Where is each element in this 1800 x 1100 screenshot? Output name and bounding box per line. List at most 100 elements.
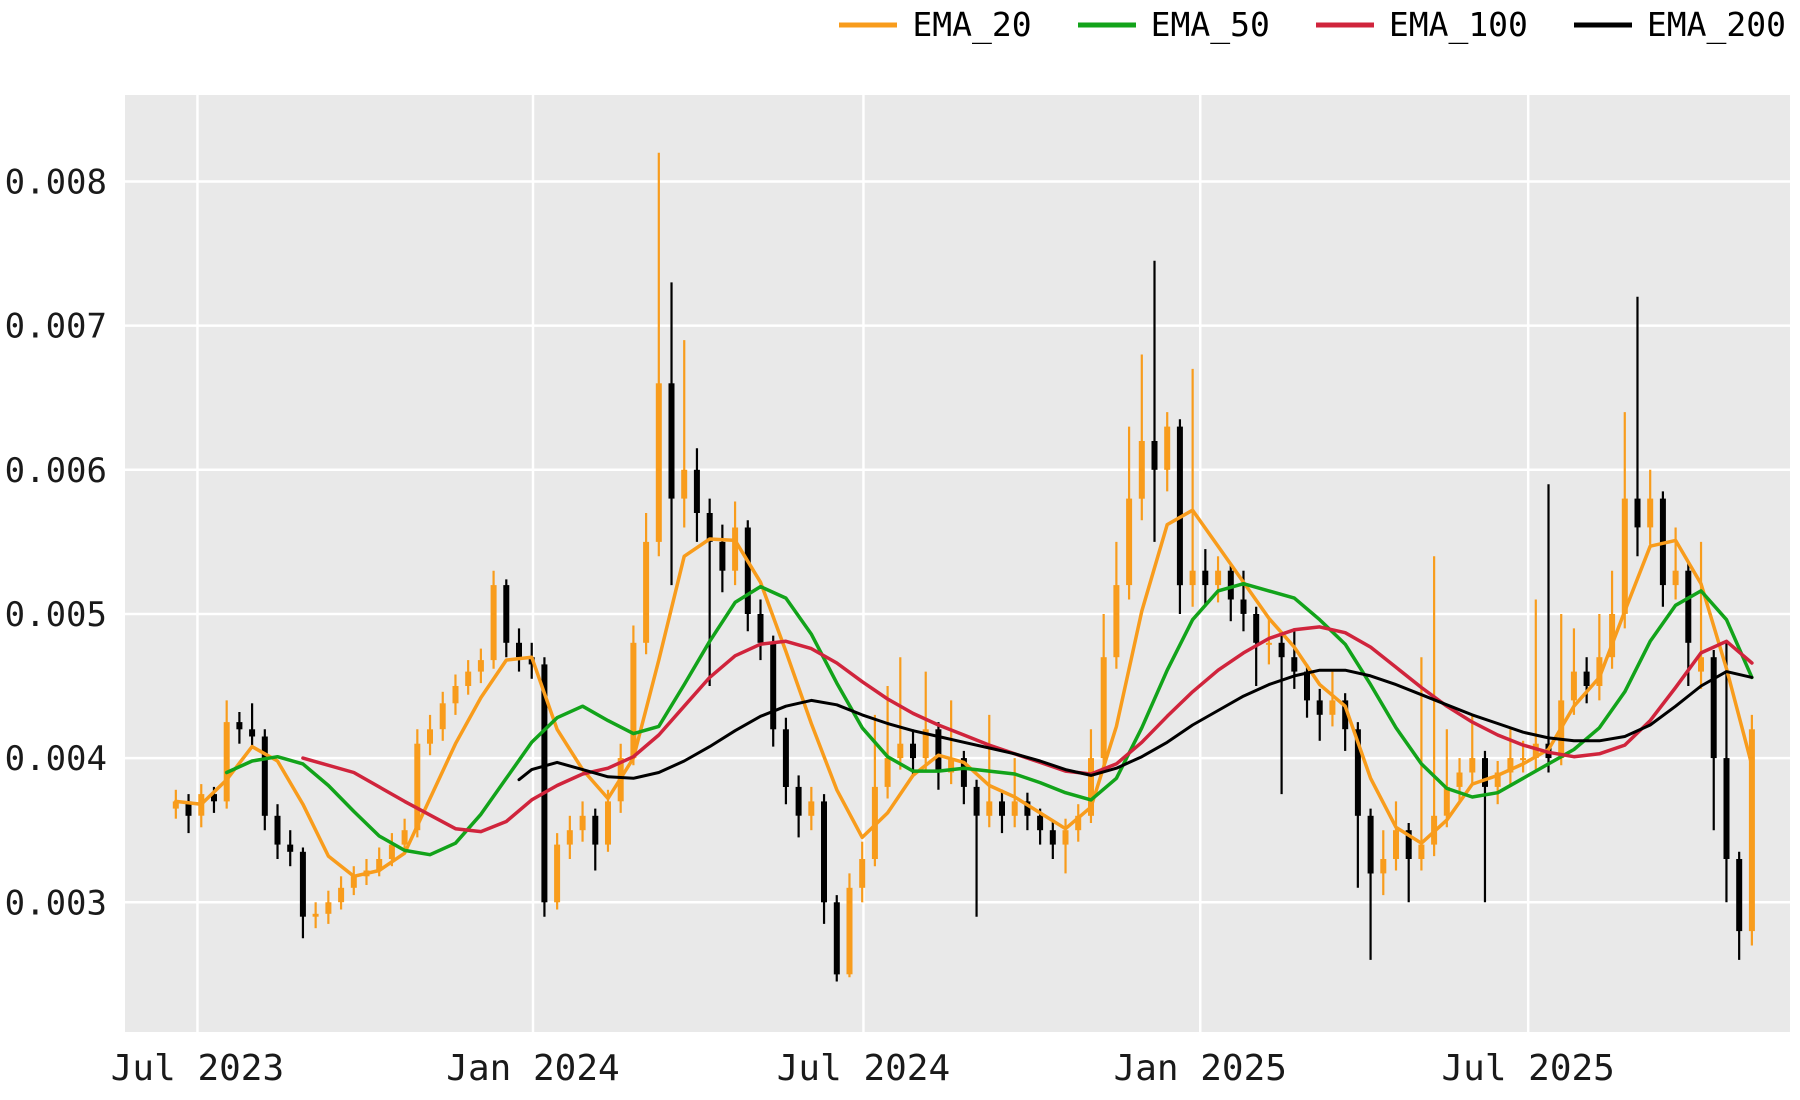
candle-body — [1011, 801, 1018, 816]
candle-body — [350, 876, 357, 888]
candle-body — [1215, 570, 1222, 586]
candle-body — [185, 801, 192, 816]
candle-body — [427, 729, 433, 744]
candle-body — [732, 527, 739, 571]
y-tick-label: 0.005 — [5, 595, 107, 635]
x-tick-label: Jan 2025 — [1114, 1048, 1287, 1089]
candle-body — [643, 541, 650, 643]
candle-body — [1736, 859, 1743, 932]
x-tick-label: Jan 2024 — [446, 1048, 619, 1089]
candle-body — [1469, 758, 1476, 773]
candle-body — [681, 469, 688, 499]
candle-body — [960, 758, 967, 787]
candle-body — [973, 786, 980, 816]
candle-body — [1304, 671, 1310, 701]
candle-body — [693, 469, 700, 513]
legend-item-ema-20: EMA_20 — [837, 5, 1032, 44]
candle-body — [211, 794, 217, 802]
candle-body — [1291, 657, 1298, 672]
candle-body — [1621, 498, 1628, 614]
y-tick-label: 0.003 — [5, 883, 107, 923]
candle-body — [1342, 700, 1349, 730]
candle-body — [1380, 859, 1387, 874]
candle-body — [249, 729, 256, 737]
chart-legend: EMA_20 EMA_50 EMA_100 EMA_200 — [837, 8, 1786, 41]
legend-item-ema-50: EMA_50 — [1076, 8, 1270, 41]
legend-label: EMA_100 — [1388, 5, 1528, 44]
candle-body — [1532, 743, 1539, 759]
candle-body — [1507, 758, 1514, 773]
candle-body — [1596, 657, 1603, 686]
candle-body — [1075, 815, 1082, 831]
candle-body — [287, 844, 294, 852]
legend-line-swatch — [1077, 22, 1136, 27]
candle-body — [1265, 642, 1272, 645]
candle-body — [1698, 657, 1704, 672]
candle-body — [223, 722, 230, 802]
y-tick-label: 0.004 — [5, 739, 107, 779]
candle-body — [1647, 498, 1654, 528]
candle-body — [884, 758, 891, 787]
candle-body — [1176, 426, 1183, 586]
candle-body — [757, 614, 764, 643]
candle-body — [1634, 498, 1641, 528]
candle-body — [782, 729, 789, 787]
candle-body — [236, 722, 243, 730]
candle-body — [579, 815, 586, 831]
plot-background — [125, 95, 1790, 1032]
candle-body — [922, 729, 929, 759]
legend-label: EMA_20 — [912, 5, 1032, 44]
candle-body — [795, 786, 802, 816]
candle-body — [630, 642, 637, 759]
candle-body — [1037, 815, 1044, 831]
candle-body — [706, 513, 713, 542]
candle-body — [401, 830, 408, 845]
candle-body — [1710, 657, 1717, 759]
candle-body — [846, 887, 853, 975]
y-tick-label: 0.006 — [5, 451, 107, 491]
candle-body — [1138, 441, 1145, 499]
candle-body — [1723, 758, 1730, 859]
candle-body — [338, 887, 345, 903]
candle-body — [1100, 657, 1107, 759]
candle-body — [172, 801, 179, 809]
candle-body — [490, 585, 497, 661]
candle-body — [274, 815, 281, 845]
tick-labels: 0.003 0.004 0.005 0.006 0.007 0.008 Jul 2023 Ja… — [5, 162, 1615, 1089]
candle-body — [414, 743, 421, 831]
candle-body — [1240, 599, 1247, 614]
legend-item-ema-100: EMA_100 — [1314, 8, 1528, 41]
candle-body — [668, 383, 675, 499]
candle-body — [503, 585, 510, 643]
candle-body — [948, 758, 955, 773]
candle-body — [261, 736, 268, 816]
candle-body — [744, 527, 751, 614]
candle-body — [1405, 830, 1412, 859]
candle-body — [1316, 700, 1323, 715]
legend-line-swatch — [1573, 22, 1632, 27]
candle-body — [388, 844, 395, 859]
legend-label: EMA_50 — [1150, 5, 1270, 44]
candle-body — [1494, 772, 1501, 787]
candle-body — [1583, 671, 1590, 686]
candle-body — [566, 830, 573, 845]
x-tick-label: Jul 2025 — [1441, 1048, 1614, 1089]
candle-body — [1456, 772, 1463, 787]
candle-body — [859, 859, 866, 888]
candle-body — [477, 660, 484, 672]
legend-label: EMA_200 — [1646, 5, 1786, 44]
candle-body — [1202, 570, 1209, 586]
candle-body — [592, 815, 599, 845]
candle-body — [376, 859, 383, 871]
candle-body — [999, 801, 1005, 816]
candle-body — [1126, 498, 1133, 586]
candle-body — [1151, 441, 1158, 470]
ema-50-line — [224, 581, 1754, 857]
ema-20-line — [174, 508, 1754, 879]
candle-body — [1672, 570, 1679, 586]
candle-body — [1570, 671, 1577, 701]
candle-body — [1685, 570, 1692, 643]
candle-body — [1367, 815, 1374, 874]
